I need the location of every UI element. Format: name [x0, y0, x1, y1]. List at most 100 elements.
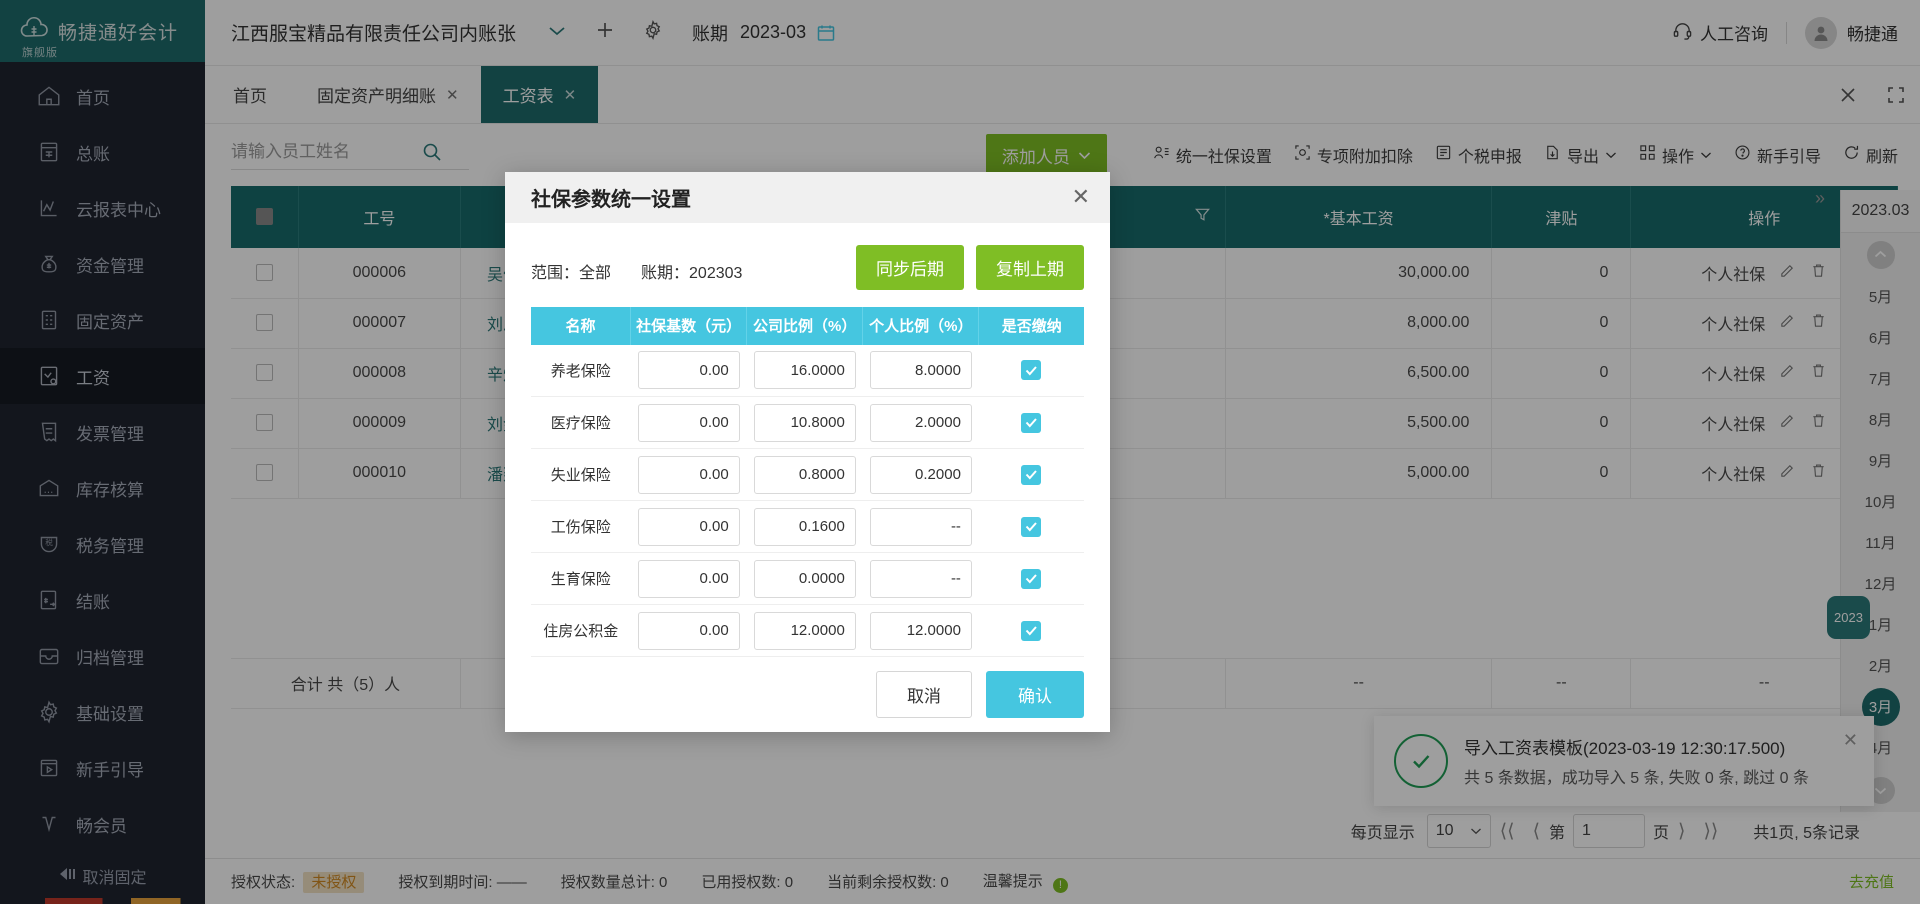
- double-chevron-right-icon[interactable]: »: [1815, 188, 1826, 208]
- chevron-up-icon[interactable]: [1866, 241, 1895, 269]
- insurance-base-input[interactable]: [637, 403, 740, 442]
- personal-social-insurance-link[interactable]: 个人社保: [1701, 467, 1766, 484]
- export-button[interactable]: 导出: [1544, 143, 1617, 167]
- filter-icon[interactable]: [1194, 206, 1211, 228]
- is-paid-checkbox[interactable]: [1021, 516, 1042, 537]
- rail-month-6[interactable]: 6月: [1868, 329, 1893, 347]
- rail-month-9[interactable]: 9月: [1868, 452, 1893, 470]
- company-ratio-input[interactable]: [753, 403, 856, 442]
- insurance-base-input[interactable]: [637, 559, 740, 598]
- rail-month-5[interactable]: 5月: [1868, 288, 1893, 306]
- prev-page-icon[interactable]: ⟨: [1532, 820, 1541, 842]
- calendar-icon[interactable]: [816, 23, 836, 43]
- plus-icon[interactable]: [594, 19, 616, 46]
- personal-ratio-input[interactable]: [869, 351, 972, 390]
- trash-icon[interactable]: [1810, 362, 1827, 384]
- sidebar-item-inventory[interactable]: 库存核算: [0, 460, 205, 516]
- cell-base-salary[interactable]: 8,000.00: [1225, 298, 1493, 349]
- sidebar-item-ledger[interactable]: 总账: [0, 124, 205, 180]
- tax-declaration-button[interactable]: 个税申报: [1435, 143, 1522, 167]
- cell-base-salary[interactable]: 6,500.00: [1225, 348, 1493, 399]
- col-allowance[interactable]: 津贴: [1491, 186, 1632, 248]
- fullscreen-icon[interactable]: [1872, 66, 1920, 123]
- tip-area[interactable]: 温馨提示 !: [983, 870, 1068, 893]
- row-checkbox-cell[interactable]: [231, 448, 299, 499]
- is-paid-checkbox[interactable]: [1021, 620, 1042, 641]
- is-paid-checkbox[interactable]: [1021, 412, 1042, 433]
- edit-icon[interactable]: [1779, 462, 1796, 484]
- close-icon[interactable]: ✕: [446, 86, 459, 104]
- sidebar-item-home[interactable]: 首页: [0, 68, 205, 124]
- row-checkbox[interactable]: [255, 464, 273, 482]
- trash-icon[interactable]: [1810, 412, 1827, 434]
- unified-social-insurance-button[interactable]: 统一社保设置: [1153, 143, 1272, 167]
- col-employee-id[interactable]: 工号: [298, 186, 461, 248]
- rail-month-10[interactable]: 10月: [1864, 493, 1897, 511]
- personal-social-insurance-link[interactable]: 个人社保: [1701, 367, 1766, 384]
- row-checkbox-cell[interactable]: [231, 348, 299, 399]
- sidebar-item-archive[interactable]: 归档管理: [0, 628, 205, 684]
- select-all-header[interactable]: [231, 186, 299, 248]
- sidebar-collapse-button[interactable]: 取消固定: [0, 864, 205, 888]
- last-page-icon[interactable]: ⟩⟩: [1703, 820, 1719, 842]
- rail-month-11[interactable]: 11月: [1865, 534, 1896, 552]
- user-name[interactable]: 畅捷通: [1847, 25, 1898, 44]
- rail-month-1[interactable]: 2023 1月: [1827, 595, 1920, 646]
- edit-icon[interactable]: [1779, 362, 1796, 384]
- trash-icon[interactable]: [1810, 462, 1827, 484]
- cell-base-salary[interactable]: 30,000.00: [1225, 248, 1493, 299]
- sidebar-item-guide[interactable]: 新手引导: [0, 740, 205, 796]
- company-ratio-input[interactable]: [753, 507, 856, 546]
- cancel-button[interactable]: 取消: [876, 671, 972, 719]
- insurance-base-input[interactable]: [637, 507, 740, 546]
- personal-social-insurance-link[interactable]: 个人社保: [1701, 266, 1766, 284]
- page-number-input[interactable]: [1573, 814, 1646, 848]
- insurance-base-input[interactable]: [637, 611, 740, 650]
- cell-allowance[interactable]: 0: [1491, 398, 1632, 449]
- personal-ratio-input[interactable]: [869, 455, 972, 494]
- operation-button[interactable]: 操作: [1639, 143, 1712, 167]
- company-ratio-input[interactable]: [753, 611, 856, 650]
- personal-ratio-input[interactable]: [869, 559, 972, 598]
- beginner-guide-button[interactable]: 新手引导: [1734, 143, 1821, 167]
- insurance-base-input[interactable]: [637, 455, 740, 494]
- rail-month-8[interactable]: 8月: [1868, 411, 1893, 429]
- row-checkbox[interactable]: [255, 364, 273, 382]
- row-checkbox-cell[interactable]: [231, 398, 299, 449]
- cell-allowance[interactable]: 0: [1491, 448, 1632, 499]
- sync-later-period-button[interactable]: 同步后期: [856, 244, 964, 290]
- close-icon[interactable]: ✕: [563, 86, 577, 104]
- chevron-down-icon[interactable]: [546, 24, 568, 42]
- edit-icon[interactable]: [1779, 412, 1796, 434]
- personal-ratio-input[interactable]: [869, 403, 972, 442]
- select-all-checkbox[interactable]: [255, 208, 273, 226]
- row-checkbox-cell[interactable]: [231, 248, 299, 299]
- recharge-link[interactable]: 去充值: [1848, 874, 1894, 891]
- row-checkbox[interactable]: [255, 264, 273, 282]
- refresh-button[interactable]: 刷新: [1843, 143, 1898, 167]
- insurance-base-input[interactable]: [637, 351, 740, 390]
- tab-home[interactable]: 首页: [205, 66, 295, 123]
- close-icon[interactable]: [1824, 66, 1872, 123]
- sidebar-item-settings[interactable]: 基础设置: [0, 684, 205, 740]
- rail-month-3[interactable]: 3月: [1841, 687, 1920, 728]
- next-page-icon[interactable]: ⟩: [1678, 820, 1686, 842]
- company-ratio-input[interactable]: [753, 455, 856, 494]
- tab-fixed-asset-ledger[interactable]: 固定资产明细账 ✕: [295, 66, 481, 123]
- company-ratio-input[interactable]: [753, 351, 856, 390]
- is-paid-checkbox[interactable]: [1021, 568, 1042, 589]
- company-ratio-input[interactable]: [753, 559, 856, 598]
- sidebar-item-invoice[interactable]: 发票管理: [0, 404, 205, 460]
- sidebar-item-settle[interactable]: 结账: [0, 572, 205, 628]
- row-checkbox[interactable]: [255, 314, 273, 332]
- close-icon[interactable]: ✕: [1842, 730, 1858, 750]
- edit-icon[interactable]: [1779, 262, 1796, 284]
- sidebar-item-reports[interactable]: 云报表中心: [0, 180, 205, 236]
- search-icon[interactable]: [421, 141, 443, 163]
- first-page-icon[interactable]: ⟨⟨: [1499, 820, 1515, 842]
- human-consult-button[interactable]: 人工咨询: [1672, 20, 1768, 46]
- rail-month-12[interactable]: 12月: [1864, 575, 1897, 593]
- tab-payroll-table[interactable]: 工资表 ✕: [480, 66, 599, 123]
- edit-icon[interactable]: [1779, 312, 1796, 334]
- sidebar-item-funds[interactable]: 资金管理: [0, 236, 205, 292]
